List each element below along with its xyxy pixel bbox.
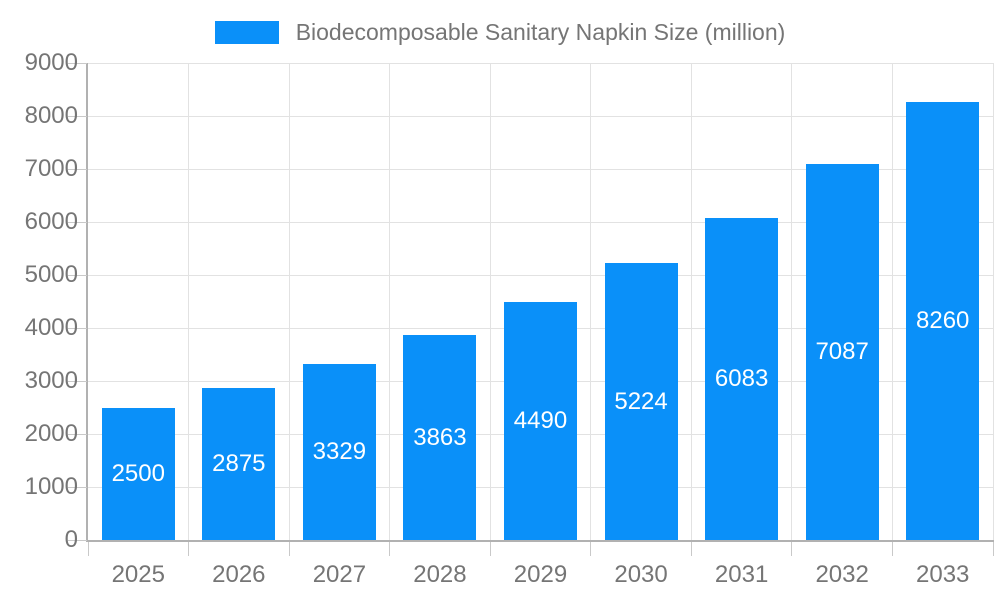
bar-2027[interactable]: 3329 (302, 363, 376, 540)
x-axis-label: 2026 (212, 561, 266, 588)
y-axis-tick (68, 327, 87, 329)
x-axis-tick (690, 542, 692, 556)
y-axis-tick (68, 380, 87, 382)
bar-2030[interactable]: 5224 (604, 263, 678, 540)
bar-2029[interactable]: 4490 (504, 302, 577, 540)
y-axis-tick (68, 115, 87, 117)
y-axis-label: 1000 (24, 473, 78, 500)
y-axis-label: 9000 (24, 49, 78, 76)
y-axis-label: 3000 (24, 367, 78, 394)
x-axis-label: 2033 (916, 561, 970, 588)
h-gridline (88, 62, 993, 64)
y-axis-label: 0 (64, 526, 78, 553)
x-axis-line (86, 540, 994, 542)
y-axis-tick (68, 486, 87, 488)
v-gridline (791, 63, 793, 540)
x-axis-tick (791, 542, 793, 556)
x-axis-tick (87, 542, 89, 556)
v-gridline (188, 63, 190, 540)
y-axis-tick (68, 62, 87, 64)
y-axis-label: 8000 (24, 102, 78, 129)
legend-label: Biodecomposable Sanitary Napkin Size (mi… (295, 19, 786, 45)
h-gridline (88, 168, 993, 170)
bar-2031[interactable]: 6083 (705, 217, 779, 540)
x-axis-tick (992, 542, 994, 556)
bar-value-label: 3863 (413, 423, 467, 451)
y-axis-tick (68, 433, 87, 435)
x-axis-label: 2028 (413, 561, 467, 588)
y-axis-label: 7000 (24, 155, 78, 182)
v-gridline (288, 63, 290, 540)
x-axis-tick (891, 542, 893, 556)
bar-2026[interactable]: 2875 (202, 387, 276, 540)
v-gridline (690, 63, 692, 540)
bar-2033[interactable]: 8260 (906, 102, 980, 540)
bar-value-label: 7087 (815, 338, 869, 366)
y-axis-label: 2000 (24, 420, 78, 447)
x-axis-label: 2031 (714, 561, 769, 588)
y-axis-label: 6000 (24, 208, 78, 235)
y-axis-tick (68, 539, 87, 541)
y-axis-tick (68, 274, 87, 276)
bar-value-label: 5224 (614, 387, 668, 415)
y-axis-tick (68, 221, 87, 223)
h-gridline (88, 221, 993, 223)
y-axis-line (86, 63, 88, 542)
x-axis-label: 2030 (614, 561, 668, 588)
bar-2025[interactable]: 2500 (101, 407, 175, 540)
x-axis-label: 2027 (312, 561, 367, 588)
bar-2028[interactable]: 3863 (403, 335, 477, 540)
h-gridline (88, 274, 993, 276)
plot-area: 2500 2875 3329 3863 4490 5224 6083 7087 8260 (88, 62, 994, 540)
bar-value-label: 2500 (111, 459, 165, 487)
v-gridline (590, 63, 592, 540)
h-gridline (88, 115, 993, 117)
v-gridline (992, 63, 994, 540)
bar-value-label: 4490 (513, 407, 568, 435)
y-axis-tick (68, 168, 87, 170)
x-axis-tick (288, 542, 290, 556)
bar-value-label: 6083 (714, 364, 769, 392)
v-gridline (389, 63, 391, 540)
bar-value-label: 2875 (212, 449, 266, 477)
bar-2032[interactable]: 7087 (805, 164, 879, 540)
bar-value-label: 8260 (916, 307, 970, 335)
legend-swatch-icon (214, 21, 279, 44)
x-axis-label: 2025 (111, 561, 165, 588)
legend-item[interactable]: Biodecomposable Sanitary Napkin Size (mi… (0, 19, 1000, 46)
v-gridline (489, 63, 491, 540)
y-axis-label: 4000 (24, 314, 78, 341)
x-axis-tick (188, 542, 190, 556)
x-axis-tick (489, 542, 491, 556)
x-axis-tick (590, 542, 592, 556)
x-axis-label: 2029 (513, 561, 568, 588)
bar-value-label: 3329 (312, 437, 367, 465)
x-axis-label: 2032 (815, 561, 869, 588)
v-gridline (891, 63, 893, 540)
x-axis-tick (389, 542, 391, 556)
y-axis-label: 5000 (24, 261, 78, 288)
